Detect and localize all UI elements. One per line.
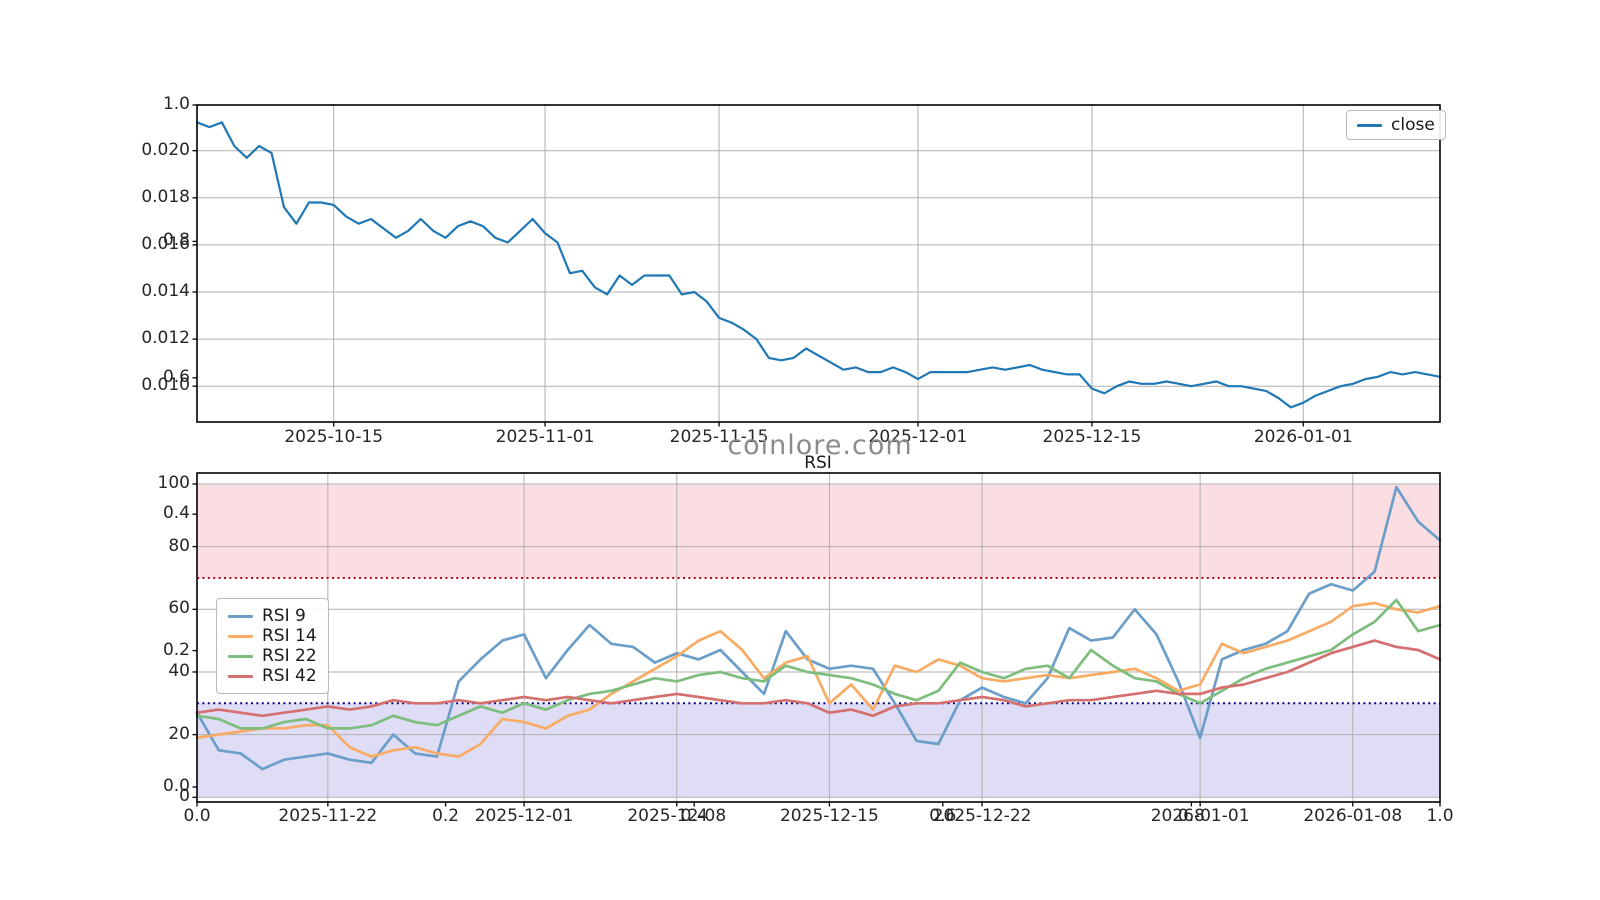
rsi-xtick-label: 2026-01-08: [1303, 806, 1403, 826]
rsi-ytick-label: 100: [157, 472, 190, 493]
price-ytick-label: 0.018: [141, 186, 190, 207]
rsi-ytick-label: 0: [179, 786, 190, 807]
fraction-xtick-label: 0.0: [183, 806, 211, 826]
price-xtick-label: 2025-11-15: [669, 427, 769, 447]
price-xtick-label: 2025-11-01: [495, 427, 595, 447]
rsi-xtick-label: 2025-12-01: [474, 806, 574, 826]
price-xtick-label: 2025-10-15: [284, 427, 384, 447]
price-legend-label: close: [1391, 115, 1435, 135]
rsi9-line: [195, 485, 1442, 771]
rsi-legend: RSI 9 RSI 14 RSI 22 RSI 42: [216, 598, 329, 694]
oversold-band: [197, 703, 1440, 798]
rsi-legend-item: RSI 9: [228, 606, 317, 626]
price-xtick-label: 2026-01-01: [1253, 427, 1353, 447]
fraction-xtick-label: 1.0: [1426, 806, 1454, 826]
rsi-ytick-label: 60: [168, 598, 190, 619]
fraction-ytick-label: 0.8: [162, 230, 190, 251]
price-legend: close: [1346, 110, 1446, 140]
fraction-xtick-label: 0.8: [1177, 806, 1205, 826]
close-line: [195, 121, 1442, 409]
price-axes-border: [196, 104, 1441, 423]
rsi-ytick-label: 80: [168, 535, 190, 556]
rsi42-legend-label: RSI 42: [262, 666, 317, 686]
price-ytick-label: 0.016: [141, 233, 190, 254]
price-ytick-label: 0.020: [141, 139, 190, 160]
rsi-chart-title: RSI: [804, 453, 832, 473]
fraction-ytick-label: 1.0: [162, 94, 190, 114]
rsi-xtick-label: 2026-01-01: [1150, 806, 1250, 826]
rsi-xtick-label: 2025-12-22: [932, 806, 1032, 826]
rsi-axes-border: [196, 472, 1441, 803]
rsi-xtick-label: 2025-11-22: [278, 806, 378, 826]
price-ytick-label: 0.010: [141, 375, 190, 396]
fraction-xtick-label: 0.4: [680, 806, 708, 826]
fraction-ytick-label: 0.4: [162, 503, 190, 524]
rsi22-line: [195, 598, 1442, 730]
fraction-ytick-label: 0.6: [162, 366, 190, 387]
price-ytick-label: 0.014: [141, 281, 190, 301]
rsi14-legend-label: RSI 14: [262, 626, 317, 646]
rsi42-line-swatch: [228, 674, 253, 678]
fraction-ytick-label: 0.0: [162, 776, 190, 796]
rsi-legend-item: RSI 14: [228, 626, 317, 646]
fraction-ytick-label: 0.2: [162, 639, 190, 660]
rsi42-line: [195, 639, 1442, 718]
price-xtick-label: 2025-12-15: [1042, 427, 1142, 447]
fraction-xtick-label: 0.2: [432, 806, 460, 826]
rsi-ytick-label: 20: [168, 723, 190, 744]
rsi-xtick-label: 2025-12-08: [627, 806, 727, 826]
price-xtick-label: 2025-12-01: [868, 427, 968, 447]
rsi-xtick-label: 2025-12-15: [779, 806, 879, 826]
fraction-xtick-label: 0.6: [929, 806, 957, 826]
rsi14-line: [195, 601, 1442, 758]
rsi-legend-item: RSI 22: [228, 646, 317, 666]
close-line-swatch: [1357, 123, 1382, 127]
rsi9-line-swatch: [228, 614, 253, 618]
rsi22-legend-label: RSI 22: [262, 646, 317, 666]
rsi14-line-swatch: [228, 634, 253, 638]
rsi-legend-item: RSI 42: [228, 666, 317, 686]
watermark: coinlore.com: [727, 430, 913, 461]
overbought-band: [197, 483, 1440, 578]
rsi22-line-swatch: [228, 654, 253, 658]
rsi9-legend-label: RSI 9: [262, 606, 306, 626]
rsi-ytick-label: 40: [168, 660, 190, 681]
price-ytick-label: 0.012: [141, 328, 190, 349]
